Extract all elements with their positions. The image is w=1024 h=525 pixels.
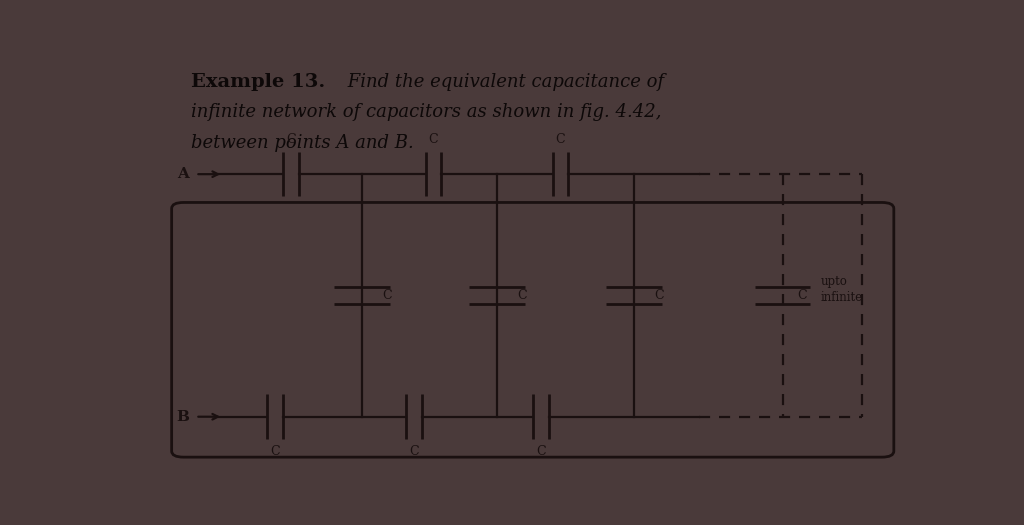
Text: C: C xyxy=(536,445,546,458)
Text: C: C xyxy=(270,445,280,458)
Text: C: C xyxy=(382,289,391,302)
Text: B: B xyxy=(176,410,189,424)
Text: C: C xyxy=(286,133,296,146)
Text: C: C xyxy=(517,289,526,302)
Text: C: C xyxy=(409,445,419,458)
Text: infinite network of capacitors as shown in fig. 4.42,: infinite network of capacitors as shown … xyxy=(191,103,662,121)
Text: upto
infinite: upto infinite xyxy=(821,275,863,304)
Text: C: C xyxy=(797,289,807,302)
Text: Find the equivalent capacitance of: Find the equivalent capacitance of xyxy=(342,73,665,91)
Text: C: C xyxy=(556,133,565,146)
Text: Example 13.: Example 13. xyxy=(191,73,326,91)
Text: C: C xyxy=(429,133,438,146)
Text: A: A xyxy=(177,167,189,181)
Text: between points A and B.: between points A and B. xyxy=(191,134,415,152)
Text: C: C xyxy=(653,289,664,302)
